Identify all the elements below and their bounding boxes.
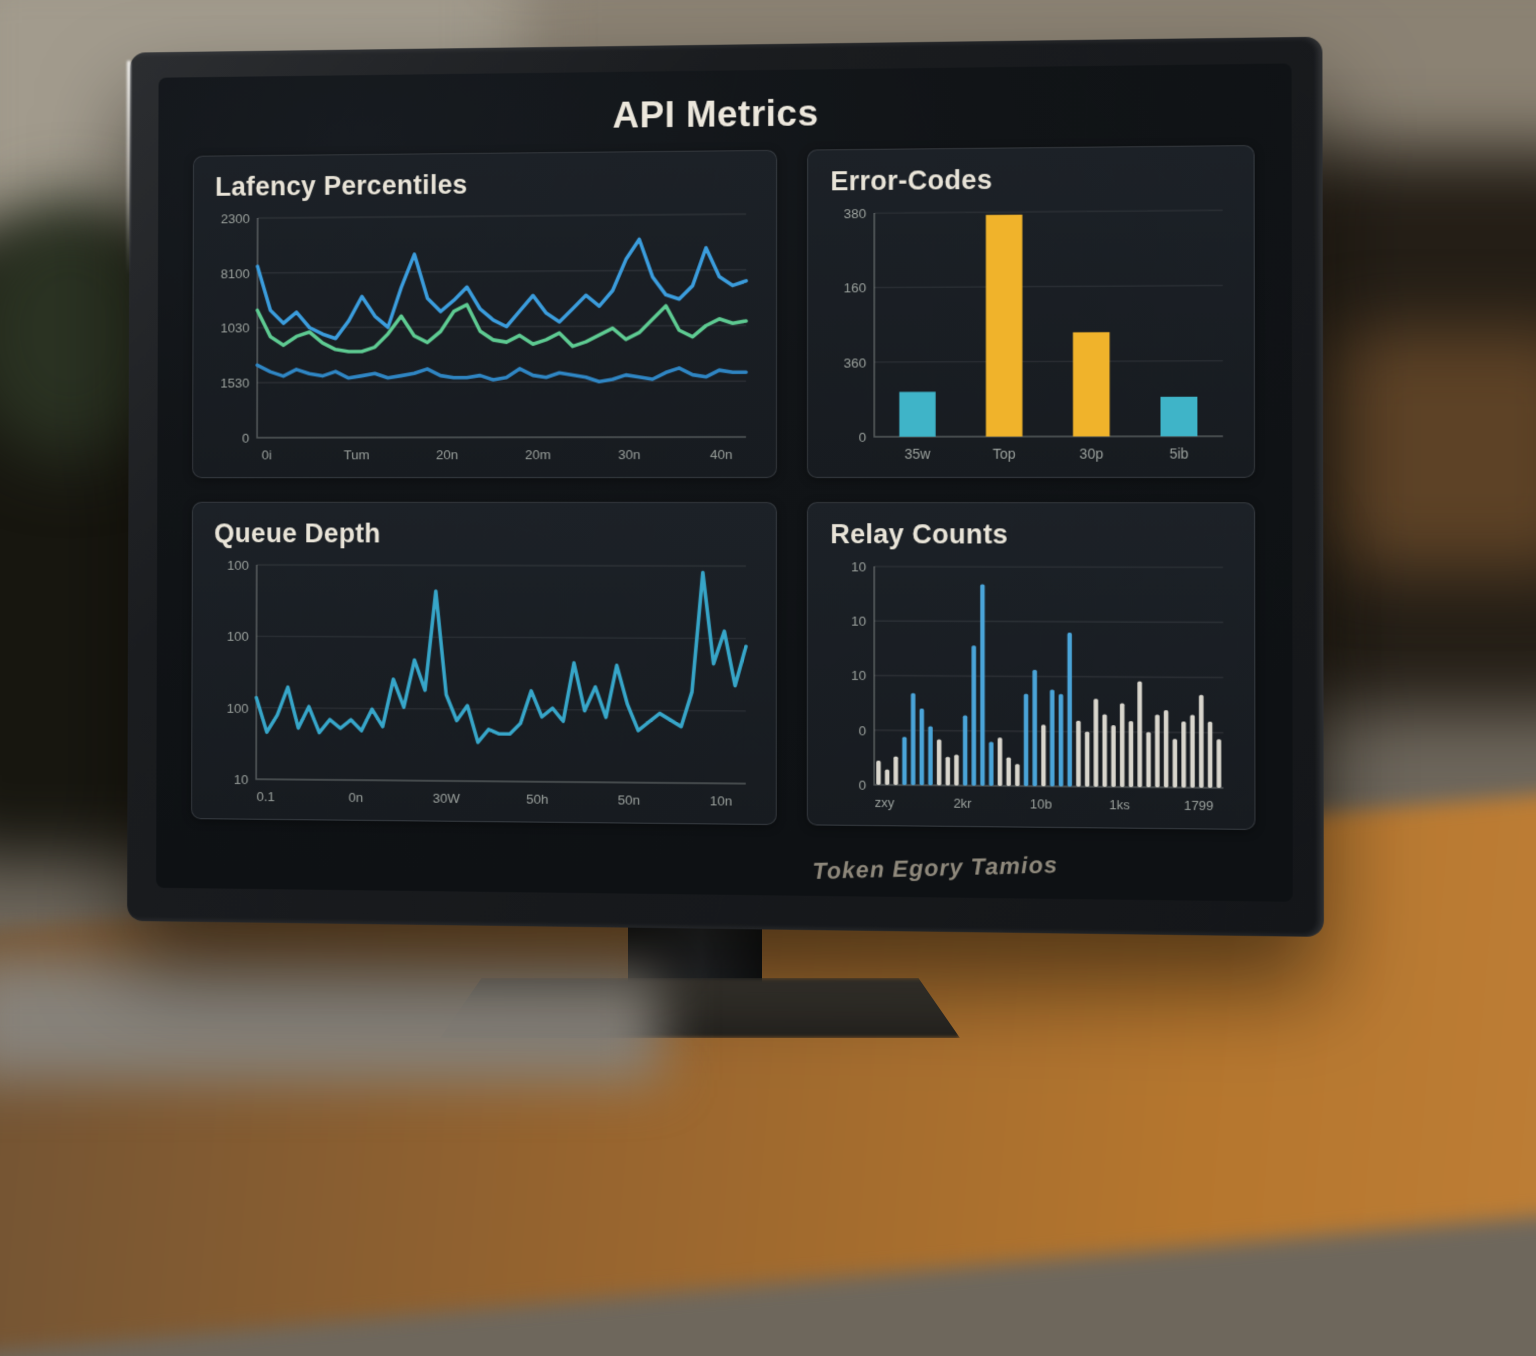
svg-text:1030: 1030 [221,321,250,336]
svg-text:5ib: 5ib [1170,445,1189,461]
screen-caption: Token Egory Tamios [812,851,1059,885]
error-codes-chart: 380 160 360 0 35w Top 30p 5ib [844,206,1235,462]
svg-text:2kr: 2kr [954,795,973,811]
svg-text:Top: Top [993,445,1016,461]
svg-text:30W: 30W [433,791,461,806]
dashboard-grid: Lafency Percentiles 2300 8100 1030 1530 0 0i T… [183,144,1264,899]
panel-latency-percentiles: Lafency Percentiles 2300 8100 1030 1530 0 0i T… [192,149,778,479]
svg-text:50h: 50h [526,791,548,806]
panel-error-codes: Error-Codes 380 160 360 0 35w Top 30p 5ib [807,144,1256,478]
svg-text:0: 0 [859,723,867,738]
svg-text:10: 10 [851,614,866,629]
svg-text:10: 10 [851,668,866,683]
latency-percentiles-chart: 2300 8100 1030 1530 0 0i Tum 20n 20m 30n 40n [220,204,758,462]
svg-text:20m: 20m [525,447,551,462]
monitor-bezel: API Metrics Lafency Percentiles 2300 8100… [127,36,1324,937]
svg-text:0: 0 [859,777,867,792]
svg-text:20n: 20n [436,447,458,462]
background-shelf-blur [1330,330,1536,570]
desk-front-blur [0,960,660,1080]
svg-text:8100: 8100 [221,266,250,281]
svg-text:10: 10 [234,772,249,787]
panel-queue-depth: Queue Depth 100 100 100 10 0.1 0n 30W 50h 50n 10n [191,501,778,826]
panel-title: Queue Depth [214,518,381,549]
queue-depth-chart: 100 100 100 10 0.1 0n 30W 50h 50n 10n [227,558,758,809]
panel-title: Error-Codes [830,164,993,197]
svg-text:0n: 0n [348,790,363,805]
svg-text:10b: 10b [1030,796,1052,812]
svg-text:50n: 50n [618,792,640,807]
page-title: API Metrics [612,92,819,136]
svg-text:0: 0 [242,431,249,446]
svg-text:0: 0 [859,430,867,445]
svg-text:10n: 10n [710,793,732,808]
svg-text:380: 380 [844,206,867,221]
svg-text:Tum: Tum [344,447,370,462]
svg-text:2300: 2300 [221,211,250,226]
svg-text:0.1: 0.1 [257,789,275,804]
svg-text:100: 100 [227,629,249,644]
svg-text:360: 360 [844,355,867,370]
svg-text:160: 160 [844,280,867,295]
svg-text:40n: 40n [710,447,732,462]
panel-relay-counts: Relay Counts 10 10 10 0 0 zxy 2kr 10b 1ks 1799 [806,502,1256,830]
panel-title: Lafency Percentiles [215,169,468,202]
svg-text:30p: 30p [1080,445,1104,461]
panel-title: Relay Counts [830,519,1008,550]
relay-counts-chart: 10 10 10 0 0 zxy 2kr 10b 1ks 1799 [851,559,1236,814]
svg-text:100: 100 [227,700,249,715]
svg-text:100: 100 [227,558,249,573]
svg-text:10: 10 [851,559,866,574]
svg-text:0i: 0i [262,447,272,462]
svg-text:35w: 35w [905,446,932,462]
svg-text:1799: 1799 [1184,798,1214,814]
svg-text:1ks: 1ks [1109,797,1130,813]
svg-text:zxy: zxy [875,795,895,810]
svg-text:30n: 30n [618,447,640,462]
svg-text:1530: 1530 [220,376,249,391]
dashboard-screen: API Metrics Lafency Percentiles 2300 8100… [156,63,1293,902]
